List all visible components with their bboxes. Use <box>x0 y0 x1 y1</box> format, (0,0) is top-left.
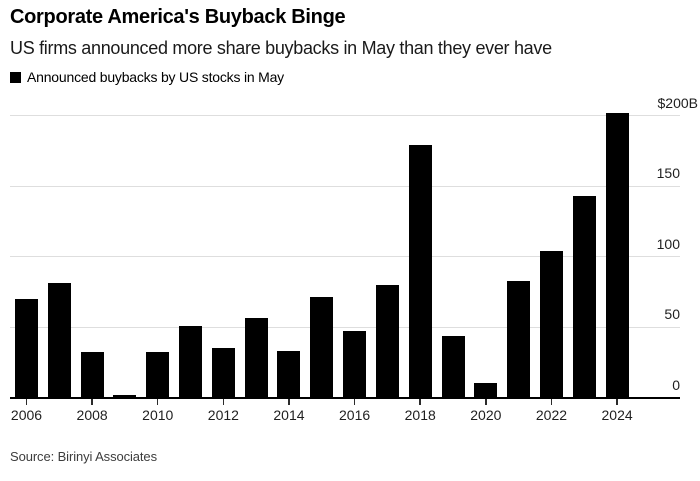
y-axis-label-100: 100 <box>656 235 680 252</box>
bar-2024 <box>605 112 629 398</box>
x-axis-label-2014: 2014 <box>273 406 305 423</box>
bar-2016 <box>343 330 367 398</box>
bar-2013 <box>244 317 268 398</box>
x-axis-label-2016: 2016 <box>339 406 371 423</box>
bar-2020 <box>474 383 498 398</box>
y-axis-label-50: 50 <box>664 306 680 323</box>
bar-2010 <box>146 351 170 398</box>
legend-swatch-icon <box>10 71 21 83</box>
gridline-50 <box>10 326 680 328</box>
x-tick-2012 <box>222 399 225 405</box>
x-axis-label-2022: 2022 <box>535 406 568 423</box>
x-axis-label-2006: 2006 <box>10 406 43 423</box>
x-tick-2010 <box>156 399 159 405</box>
x-axis-line <box>10 396 680 399</box>
x-tick-2020 <box>485 399 487 405</box>
bar-2023 <box>572 196 596 398</box>
x-tick-2018 <box>419 399 421 405</box>
bar-2017 <box>375 285 399 398</box>
x-tick-2008 <box>91 399 93 405</box>
bar-2015 <box>310 297 334 398</box>
bar-2022 <box>539 250 563 398</box>
chart-subtitle: US firms announced more share buybacks i… <box>10 38 552 58</box>
bar-2009 <box>113 394 137 398</box>
x-tick-2006 <box>25 399 28 405</box>
source-note: Source: Birinyi Associates <box>10 449 157 464</box>
legend-label: Announced buybacks by US stocks in May <box>27 69 284 85</box>
gridline-100 <box>10 256 680 258</box>
bar-2019 <box>441 335 465 398</box>
gridline-150 <box>10 185 680 187</box>
y-axis-label-200: $200B <box>657 94 698 111</box>
chart-title: Corporate America's Buyback Binge <box>10 6 346 28</box>
bar-2011 <box>179 325 203 398</box>
x-tick-2014 <box>288 399 290 405</box>
bar-chart-plot: $200B 150 100 50 0 2006 2008 2010 2012 2014 2016 20… <box>10 94 698 423</box>
bar-2018 <box>408 145 432 398</box>
x-axis-label-2010: 2010 <box>142 406 174 423</box>
x-axis-label-2012: 2012 <box>207 406 239 423</box>
x-axis-label-2020: 2020 <box>470 406 502 423</box>
y-axis-label-0: 0 <box>672 376 680 393</box>
bar-2014 <box>277 351 301 398</box>
bar-2007 <box>47 283 71 398</box>
bar-2006 <box>15 298 38 398</box>
y-axis-label-150: 150 <box>656 165 680 182</box>
gridline-200 <box>10 115 680 117</box>
legend: Announced buybacks by US stocks in May <box>10 69 284 85</box>
x-axis-label-2024: 2024 <box>601 406 633 423</box>
x-axis-label-2018: 2018 <box>404 406 436 423</box>
x-tick-2022 <box>550 399 553 405</box>
bar-2012 <box>211 348 235 398</box>
x-tick-2024 <box>616 399 618 405</box>
bar-2021 <box>507 281 531 398</box>
x-axis-label-2008: 2008 <box>76 406 108 423</box>
x-tick-2016 <box>353 399 356 405</box>
bar-2008 <box>80 352 104 398</box>
